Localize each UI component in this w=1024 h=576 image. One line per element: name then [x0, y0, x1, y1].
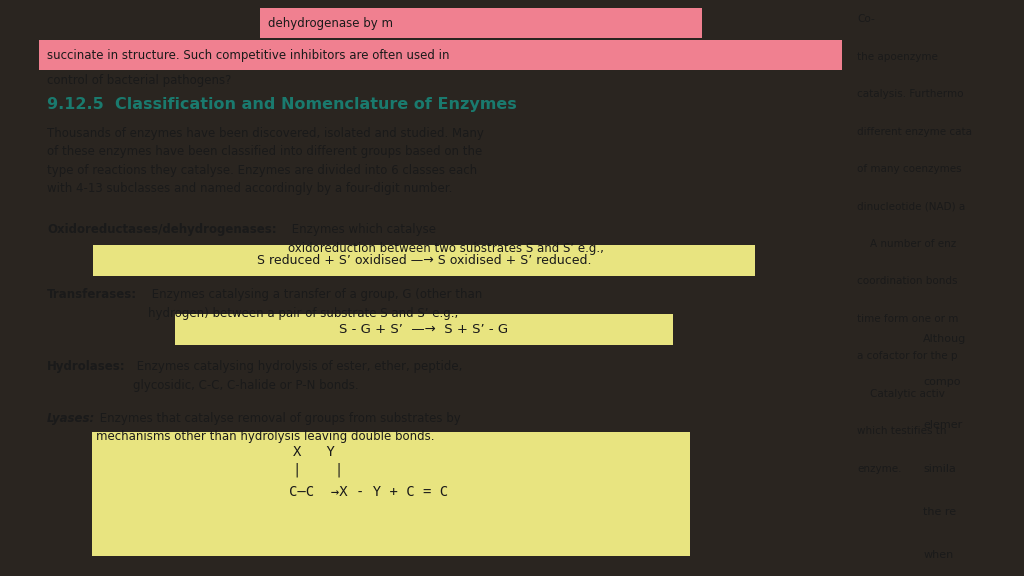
Text: S reduced + S’ oxidised —→ S oxidised + S’ reduced.: S reduced + S’ oxidised —→ S oxidised + … [257, 254, 591, 267]
Text: 9.12.5  Classification and Nomenclature of Enzymes: 9.12.5 Classification and Nomenclature o… [47, 97, 517, 112]
FancyBboxPatch shape [93, 245, 755, 276]
FancyBboxPatch shape [260, 8, 702, 38]
Text: Enzymes that catalyse removal of groups from substrates by
mechanisms other than: Enzymes that catalyse removal of groups … [96, 412, 461, 444]
Text: Catalytic activ: Catalytic activ [857, 389, 945, 399]
Text: the apoenzyme: the apoenzyme [857, 52, 938, 62]
Text: Enzymes catalysing hydrolysis of ester, ether, peptide,
glycosidic, C-C, C-halid: Enzymes catalysing hydrolysis of ester, … [133, 360, 462, 392]
Text: Transferases:: Transferases: [47, 288, 137, 301]
Text: of many coenzymes: of many coenzymes [857, 164, 962, 174]
Text: Thousands of enzymes have been discovered, isolated and studied. Many
of these e: Thousands of enzymes have been discovere… [47, 127, 484, 195]
Text: coordination bonds: coordination bonds [857, 276, 957, 286]
Text: different enzyme cata: different enzyme cata [857, 127, 972, 137]
FancyBboxPatch shape [92, 432, 690, 556]
Text: X   Y: X Y [293, 445, 335, 459]
Text: dinucleotide (NAD) a: dinucleotide (NAD) a [857, 202, 966, 211]
Text: compo: compo [923, 377, 961, 387]
Text: C–C  →X - Y + C = C: C–C →X - Y + C = C [289, 486, 447, 499]
Text: |    |: | | [293, 462, 343, 477]
Text: Enzymes which catalyse
oxidoreduction between two substrates S and S’ e.g.,: Enzymes which catalyse oxidoreduction be… [289, 223, 604, 255]
FancyBboxPatch shape [39, 40, 842, 70]
Text: Althoug: Althoug [923, 334, 967, 344]
FancyBboxPatch shape [175, 314, 673, 345]
Text: time form one or m: time form one or m [857, 314, 958, 324]
Text: succinate in structure. Such competitive inhibitors are often used in: succinate in structure. Such competitive… [47, 49, 450, 62]
Text: Oxidoreductases/dehydrogenases:: Oxidoreductases/dehydrogenases: [47, 223, 276, 237]
Text: dehydrogenase by m: dehydrogenase by m [268, 17, 393, 29]
Text: simila: simila [923, 464, 956, 473]
Text: when: when [923, 550, 953, 560]
Text: enzyme.: enzyme. [857, 464, 901, 473]
Text: Co-: Co- [857, 14, 874, 24]
Text: which testifies th: which testifies th [857, 426, 946, 436]
Text: S - G + S’  —→  S + S’ - G: S - G + S’ —→ S + S’ - G [339, 323, 509, 336]
Text: Enzymes catalysing a transfer of a group, G (other than
hydrogen) between a pair: Enzymes catalysing a transfer of a group… [148, 288, 482, 320]
Text: A number of enz: A number of enz [857, 239, 956, 249]
Text: the re: the re [923, 507, 956, 517]
Text: Hydrolases:: Hydrolases: [47, 360, 126, 373]
Text: elemer: elemer [923, 420, 963, 430]
Text: Lyases:: Lyases: [47, 412, 95, 425]
Text: control of bacterial pathogens?: control of bacterial pathogens? [47, 74, 231, 87]
Text: catalysis. Furthermo: catalysis. Furthermo [857, 89, 964, 99]
Text: a cofactor for the p: a cofactor for the p [857, 351, 957, 361]
